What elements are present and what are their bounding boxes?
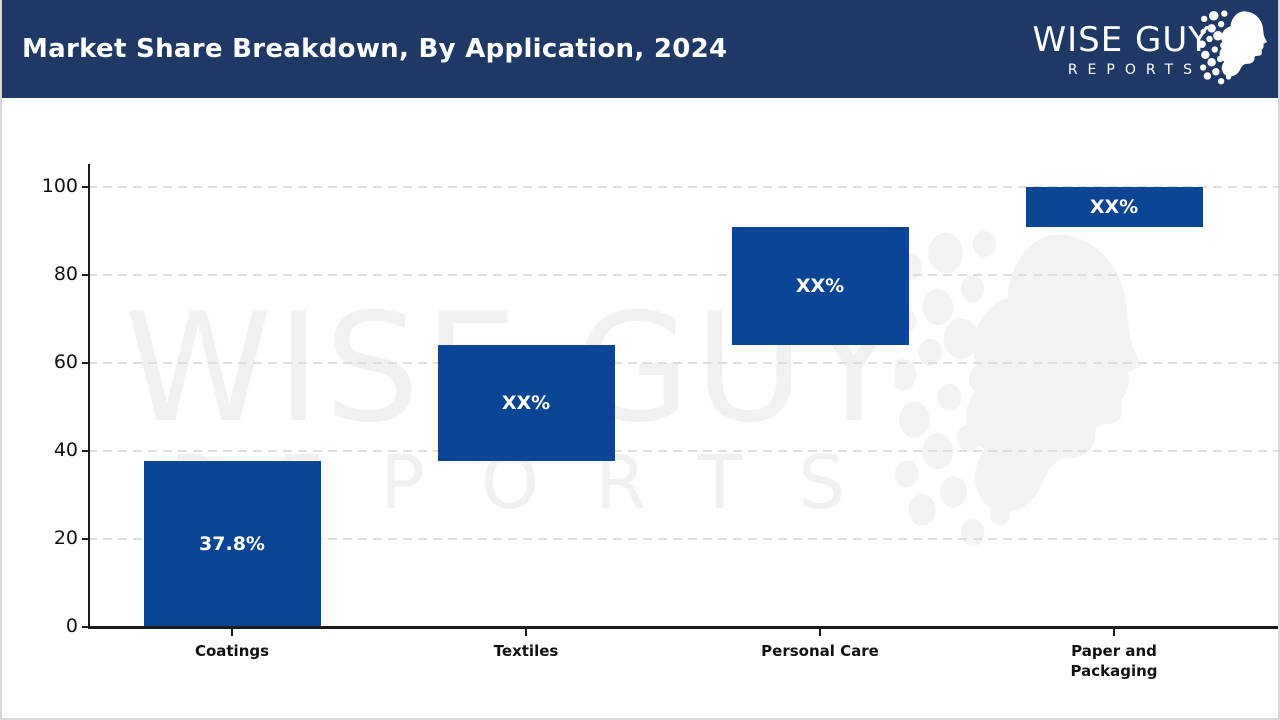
x-axis-line	[88, 626, 1278, 629]
gridline	[88, 362, 1278, 364]
y-axis-tick	[82, 362, 89, 364]
waterfall-bar: XX%	[437, 345, 615, 461]
y-axis-tick	[82, 274, 89, 276]
page-title: Market Share Breakdown, By Application, …	[22, 34, 728, 64]
x-category-label: Coatings	[194, 642, 270, 660]
waterfall-bar: XX%	[731, 226, 909, 346]
x-category-label: Paper and Packaging	[1070, 642, 1158, 681]
bar-value-label: XX%	[501, 392, 551, 415]
y-tick-label: 100	[41, 175, 78, 197]
gridline	[88, 450, 1278, 452]
bar-value-label: XX%	[1089, 195, 1139, 218]
y-axis-tick	[82, 538, 89, 540]
y-tick-label: 60	[53, 351, 78, 373]
y-tick-label: 80	[53, 263, 78, 285]
brand-logo: WISE GUY REPORTS	[1024, 6, 1274, 92]
gridline	[88, 274, 1278, 276]
y-axis-tick	[82, 626, 89, 628]
waterfall-bar: XX%	[1025, 187, 1203, 227]
logo-subtitle: REPORTS	[1067, 62, 1202, 78]
x-axis-tick	[819, 629, 821, 636]
y-tick-label: 20	[53, 527, 78, 549]
y-axis-line	[88, 164, 90, 629]
gridline	[88, 186, 1278, 188]
bar-value-label: 37.8%	[199, 532, 265, 555]
waterfall-bar: 37.8%	[143, 460, 321, 627]
gridline	[88, 538, 1278, 540]
x-category-label: Textiles	[493, 642, 559, 660]
x-axis-tick	[525, 629, 527, 636]
y-axis-tick	[82, 450, 89, 452]
y-tick-label: 40	[53, 439, 78, 461]
logo-wordmark: WISE GUY	[1032, 20, 1210, 60]
y-tick-label: 0	[65, 615, 78, 637]
header-bar: Market Share Breakdown, By Application, …	[2, 0, 1278, 98]
watermark-face-icon	[895, 230, 1142, 546]
x-axis-tick	[231, 629, 233, 636]
bar-value-label: XX%	[795, 274, 845, 297]
logo-face-icon	[1200, 10, 1268, 85]
x-category-label: Personal Care	[761, 642, 879, 660]
x-axis-tick	[1113, 629, 1115, 636]
y-axis-tick	[82, 186, 89, 188]
